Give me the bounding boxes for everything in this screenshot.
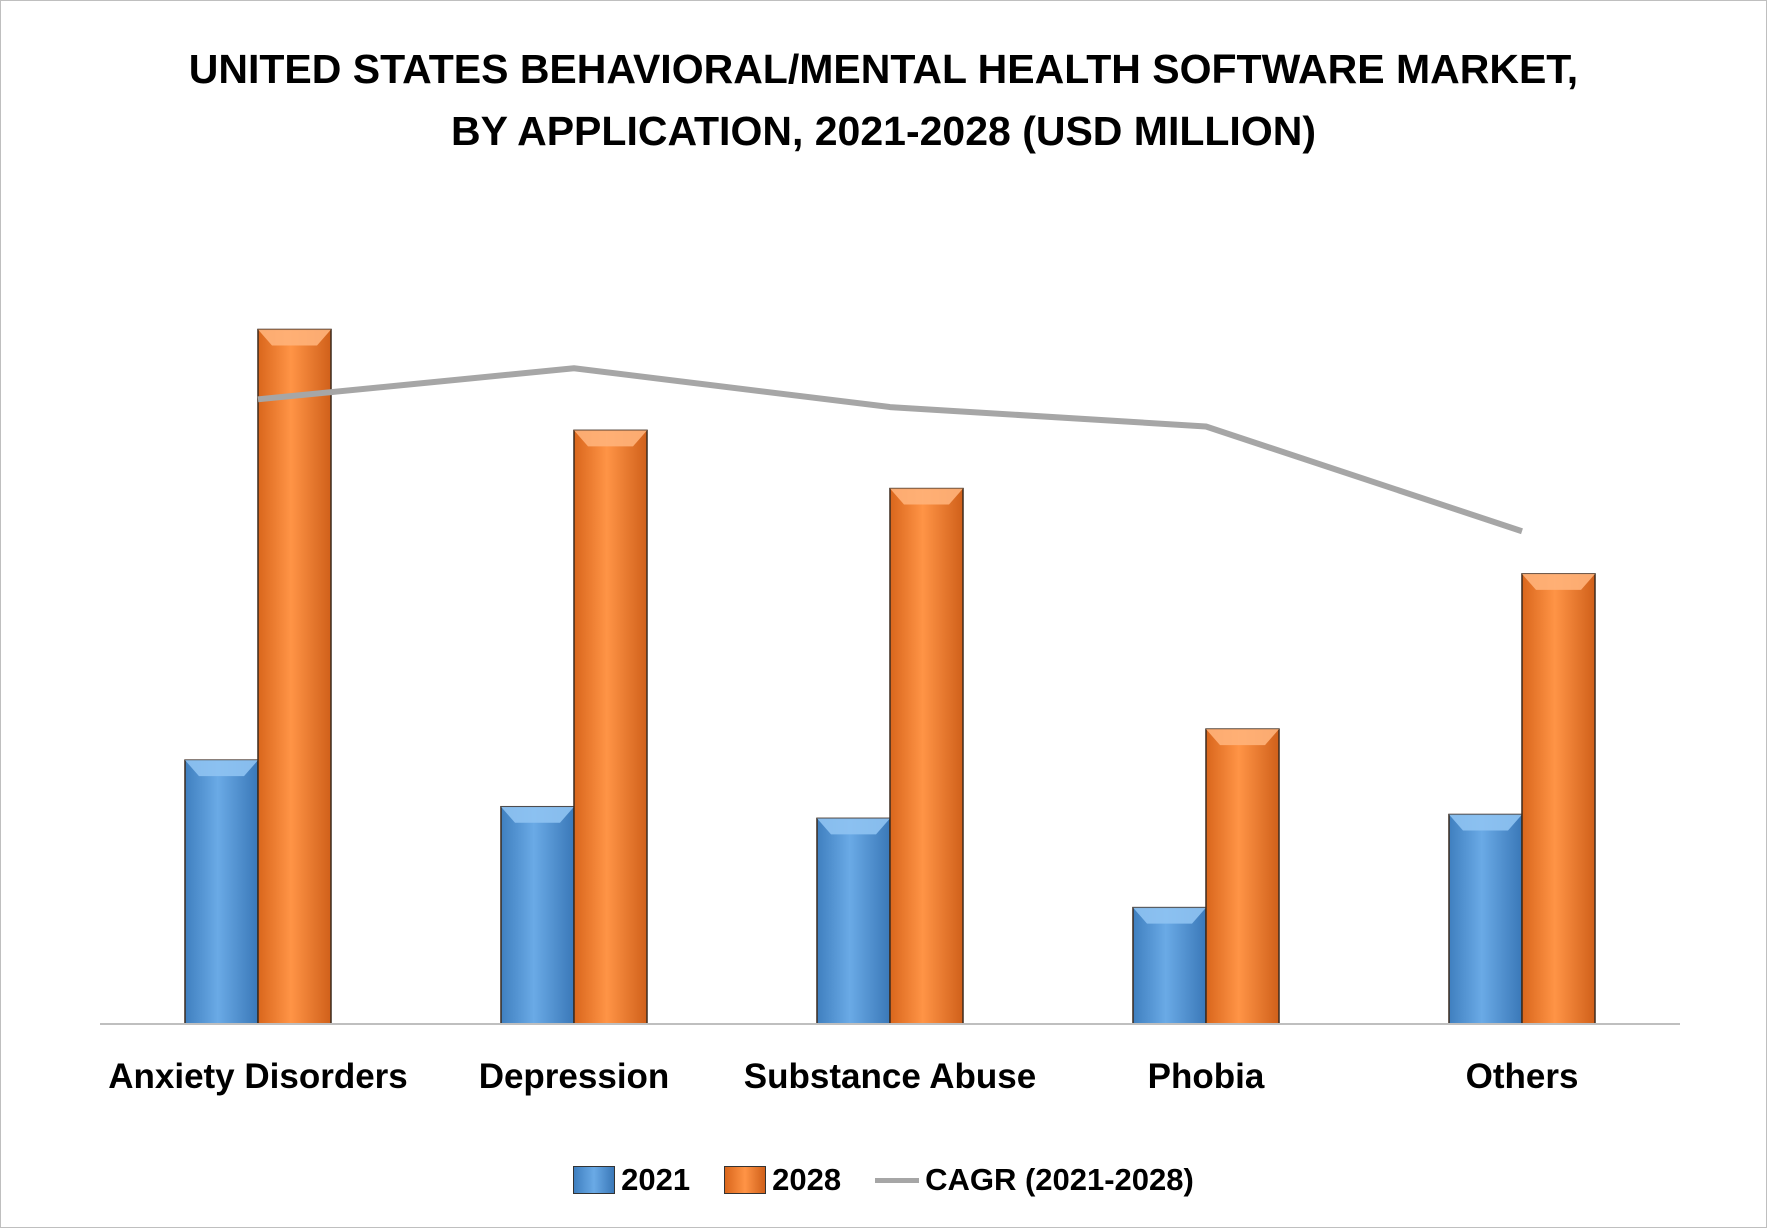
category-label-phobia: Phobia [1148,1057,1265,1096]
category-label-depression: Depression [479,1057,670,1096]
bar-2021-anxiety-disorders [184,759,259,1025]
bar-2021-substance-abuse [816,817,891,1025]
bar-2028-depression [573,429,648,1025]
bar-2028-substance-abuse [889,487,964,1025]
bar-2021-others [1448,813,1523,1025]
legend-swatch-cagr [875,1177,920,1183]
bar-2021-phobia [1132,906,1207,1025]
chart-title: UNITED STATES BEHAVIORAL/MENTAL HEALTH S… [0,38,1767,162]
bar-2021-depression [500,805,575,1025]
category-label-others: Others [1466,1057,1579,1096]
chart-title-line-1: UNITED STATES BEHAVIORAL/MENTAL HEALTH S… [188,46,1579,92]
bar-2028-others [1521,573,1596,1025]
category-label-anxiety-disorders: Anxiety Disorders [108,1057,408,1096]
legend-item-2028: 2028 [724,1162,841,1198]
legend-label-cagr: CAGR (2021-2028) [925,1162,1194,1197]
category-label-substance-abuse: Substance Abuse [744,1057,1036,1096]
bar-2028-anxiety-disorders [257,328,332,1025]
chart-title-line-2: BY APPLICATION, 2021-2028 (USD MILLION) [451,108,1316,154]
legend-item-2021: 2021 [573,1162,690,1198]
legend-label-2021: 2021 [621,1162,691,1197]
legend: 2021 2028 CAGR (2021-2028) [0,1162,1767,1198]
legend-swatch-2028 [724,1166,767,1194]
cagr-series-line [257,365,1523,535]
legend-swatch-2021 [573,1166,616,1194]
legend-item-cagr: CAGR (2021-2028) [875,1162,1194,1198]
bar-2028-phobia [1205,728,1280,1025]
legend-label-2028: 2028 [772,1162,842,1197]
